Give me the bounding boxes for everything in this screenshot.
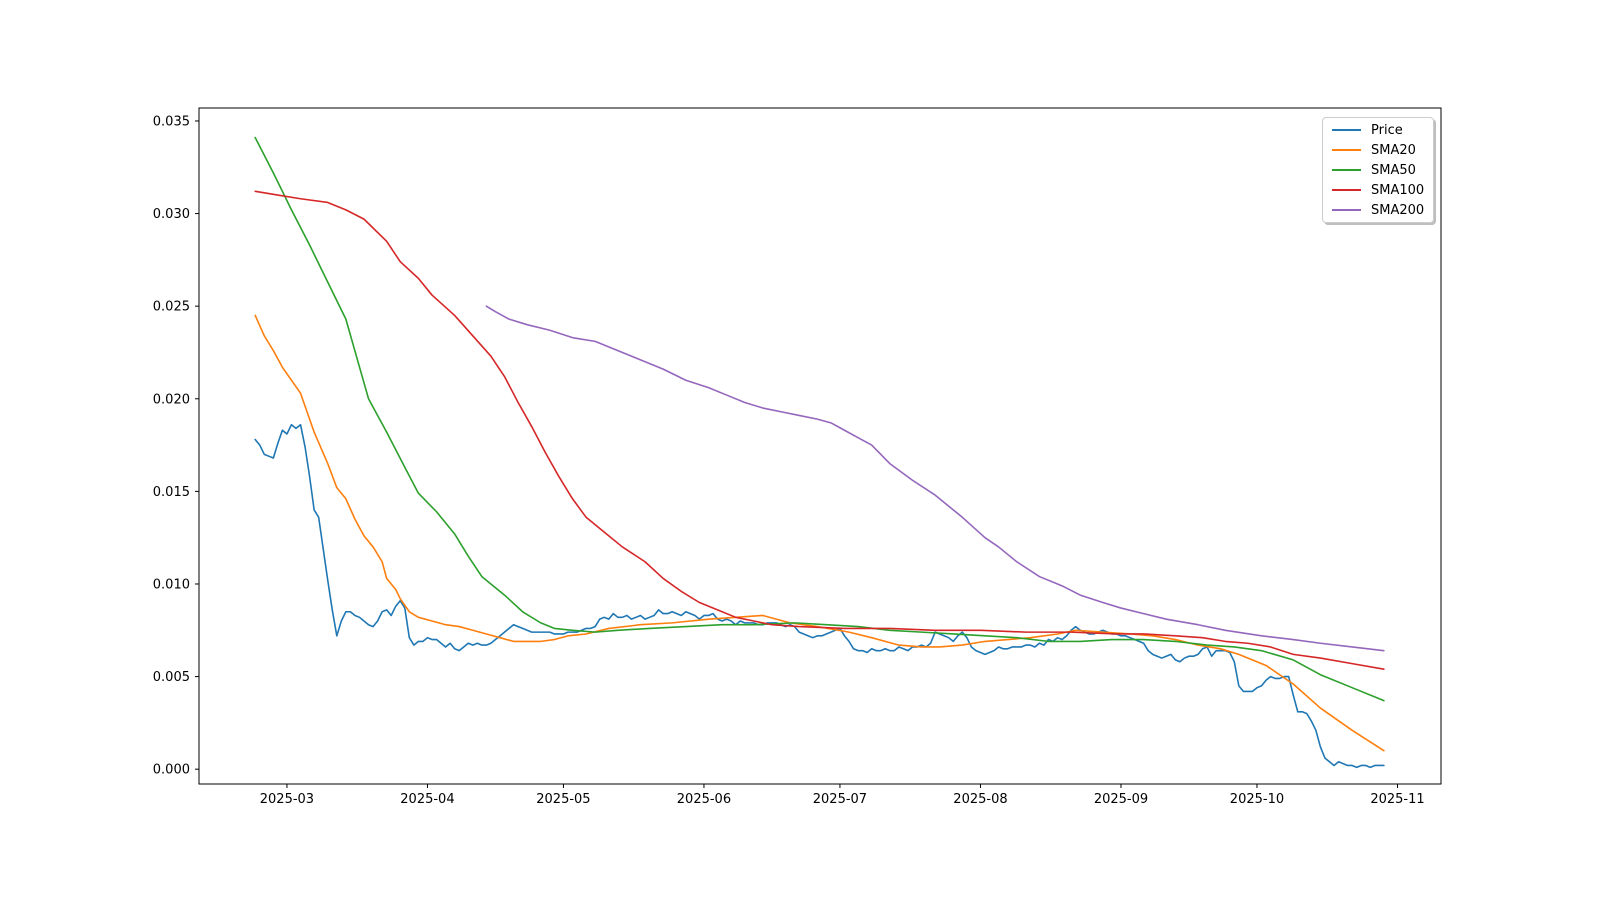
x-tick-label: 2025-04: [400, 792, 454, 807]
legend-label-sma20: SMA20: [1371, 142, 1416, 158]
legend-label-sma200: SMA200: [1371, 202, 1425, 218]
y-tick-label: 0.020: [153, 392, 190, 407]
legend-label-sma50: SMA50: [1371, 162, 1416, 178]
y-tick-label: 0.030: [153, 207, 190, 222]
x-tick-label: 2025-03: [260, 792, 314, 807]
y-tick-label: 0.025: [153, 300, 190, 315]
plot-area: [198, 107, 1442, 785]
x-tick-label: 2025-08: [953, 792, 1007, 807]
legend: Price SMA20 SMA50 SMA100 SMA200: [1322, 117, 1434, 223]
series-line-sma200: [485, 305, 1385, 652]
x-tick-label: 2025-07: [813, 792, 867, 807]
y-tick-label: 0.015: [153, 485, 190, 500]
series-line-price: [254, 423, 1385, 769]
legend-line-swatch-sma50: [1332, 169, 1361, 171]
legend-entry-sma100: SMA100: [1323, 180, 1433, 200]
legend-entry-sma50: SMA50: [1323, 160, 1433, 180]
legend-entry-sma200: SMA200: [1323, 200, 1433, 220]
x-tick-label: 2025-06: [677, 792, 731, 807]
legend-label-price: Price: [1371, 122, 1403, 138]
legend-entry-sma20: SMA20: [1323, 140, 1433, 160]
legend-line-swatch-sma200: [1332, 209, 1361, 211]
y-tick-label: 0.005: [153, 670, 190, 685]
x-tick-label: 2025-10: [1230, 792, 1284, 807]
legend-entry-price: Price: [1323, 120, 1433, 140]
y-tick-label: 0.010: [153, 577, 190, 592]
y-tick-label: 0.000: [153, 763, 190, 778]
legend-line-swatch-sma100: [1332, 189, 1361, 191]
y-tick-label: 0.035: [153, 114, 190, 129]
series-line-sma50: [254, 136, 1385, 702]
x-tick-label: 2025-09: [1094, 792, 1148, 807]
legend-line-swatch-sma20: [1332, 149, 1361, 151]
legend-line-swatch-price: [1332, 129, 1361, 131]
legend-label-sma100: SMA100: [1371, 182, 1425, 198]
x-tick-label: 2025-05: [536, 792, 590, 807]
series-line-sma100: [254, 190, 1385, 670]
x-tick-label: 2025-11: [1370, 792, 1424, 807]
